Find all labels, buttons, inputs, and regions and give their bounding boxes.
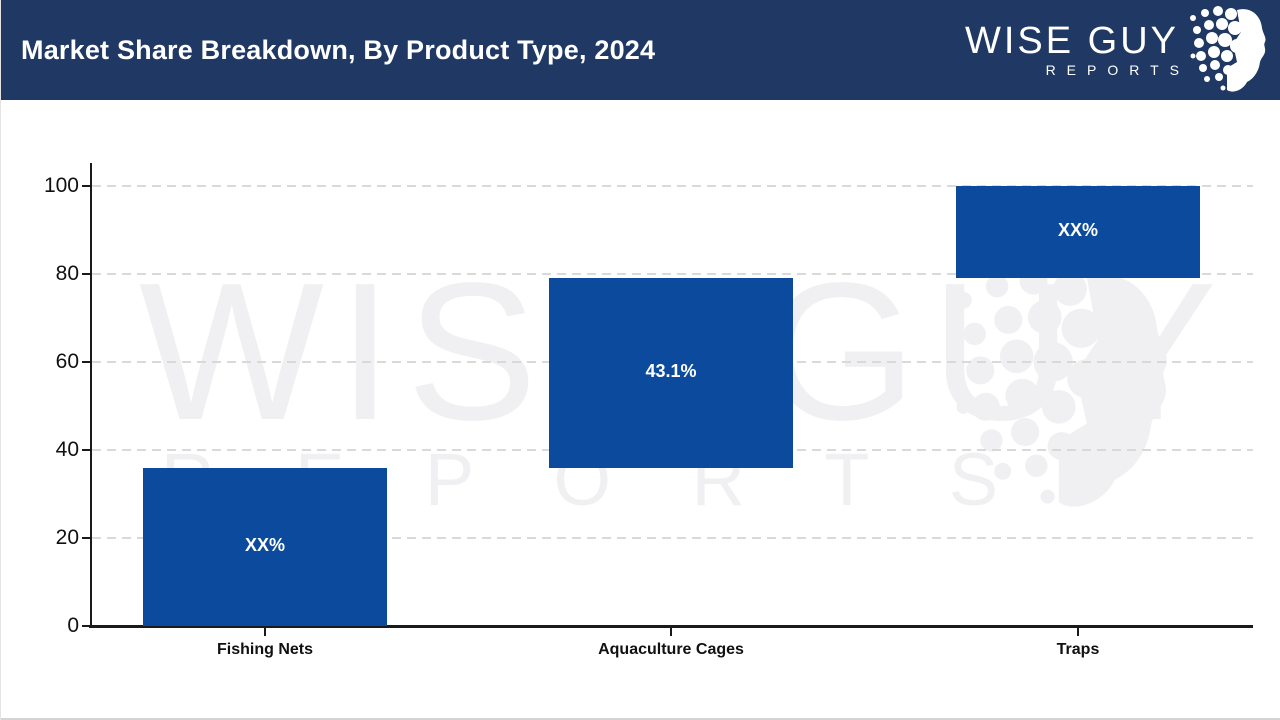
bar-value-label: XX% [244,535,286,556]
chart-title: Market Share Breakdown, By Product Type,… [21,34,656,65]
gridline [92,273,1253,275]
bar-segment [549,278,793,469]
x-tick-label: Aquaculture Cages [598,641,744,658]
y-tick-mark [82,625,90,627]
y-tick-label: 20 [55,526,79,549]
x-tick-label: Fishing Nets [216,641,313,658]
header-band: Market Share Breakdown, By Product Type,… [1,0,1280,100]
y-tick-mark [82,273,90,275]
wise-guy-reports-logo: WISE GUY REPORTS [965,4,1280,96]
x-tick-mark [670,628,672,636]
x-tick-mark [1077,628,1079,636]
y-tick-mark [82,537,90,539]
logo-head-dots-icon [1190,6,1266,92]
y-tick-mark [82,449,90,451]
gridline [92,537,1253,539]
y-tick-label: 60 [55,350,79,373]
bar-value-label: XX% [1057,220,1099,241]
gridline [92,185,1253,187]
y-tick-mark [82,185,90,187]
bar-value-label: 43.1% [645,361,697,382]
x-tick-label: Traps [1056,641,1100,658]
y-tick-label: 0 [67,614,79,637]
bottom-border-line [1,718,1280,720]
y-tick-mark [82,361,90,363]
logo-subtitle: REPORTS [1045,62,1190,78]
y-tick-label: 80 [55,262,79,285]
logo-wordmark: WISE GUY [964,20,1179,62]
bar-segment [143,468,387,626]
y-tick-label: 40 [55,438,79,461]
logo-text: WISE GUY REPORTS [965,21,1179,79]
x-axis-spine [89,625,1253,628]
x-tick-mark [264,628,266,636]
y-axis-spine [90,163,92,627]
bar-segment [956,186,1200,279]
y-tick-label: 100 [43,174,79,197]
